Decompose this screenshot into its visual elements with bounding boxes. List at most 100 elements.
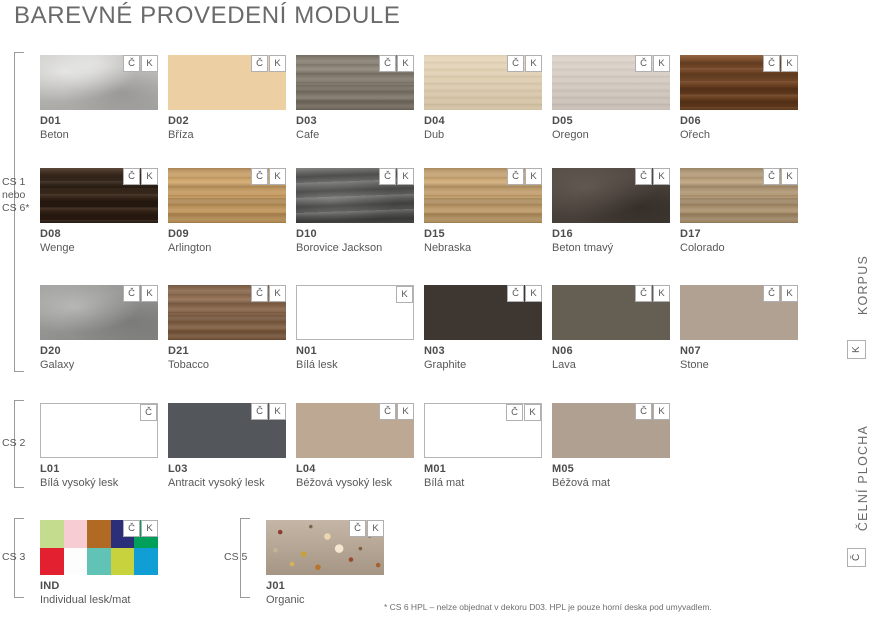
swatch-cell-j01[interactable]: Č K J01 Organic	[266, 520, 384, 606]
swatch-name: Tobacco	[168, 359, 209, 371]
swatch-name: Galaxy	[40, 359, 75, 371]
swatch-name: Antracit vysoký lesk	[168, 477, 265, 489]
swatch-cell-n06[interactable]: Č K N06 Lava	[552, 285, 670, 371]
front-surface-badge: Č	[379, 55, 396, 72]
swatch-code: M01	[424, 463, 446, 475]
front-surface-badge: Č	[349, 520, 366, 537]
swatch-code: D02	[168, 115, 189, 127]
swatch-code: D09	[168, 228, 189, 240]
swatch-code: D10	[296, 228, 317, 240]
swatch-name: Colorado	[680, 242, 725, 254]
swatch-name: Nebraska	[424, 242, 472, 254]
swatch-name: Lava	[552, 359, 576, 371]
swatch-code: J01	[266, 580, 285, 592]
corpus-badge: K	[269, 403, 286, 420]
swatch-cell-d01[interactable]: Č K D01 Beton	[40, 55, 158, 141]
swatch-code: D03	[296, 115, 317, 127]
swatch-cell-d21[interactable]: Č K D21 Tobacco	[168, 285, 286, 371]
front-surface-badge: Č	[763, 285, 780, 302]
corpus-badge: K	[524, 404, 541, 421]
swatch-cell-n03[interactable]: Č K N03 Graphite	[424, 285, 542, 371]
swatch-cell-m01[interactable]: Č K M01 Bílá mat	[424, 403, 542, 489]
swatch-cell-ind[interactable]: Č K IND Individual lesk/mat	[40, 520, 158, 606]
front-surface-badge: Č	[379, 403, 396, 420]
swatch-cell-d02[interactable]: Č K D02 Bříza	[168, 55, 286, 141]
ind-color-cell	[40, 547, 64, 575]
swatch-cell-d15[interactable]: Č K D15 Nebraska	[424, 168, 542, 254]
swatch-code: D21	[168, 345, 189, 357]
legend-front-badge: Č	[847, 548, 866, 567]
ind-color-cell	[63, 520, 88, 548]
swatch-color-l01: Č	[40, 403, 158, 458]
front-surface-badge: Č	[635, 403, 652, 420]
swatch-cell-n01[interactable]: K N01 Bílá lesk	[296, 285, 414, 371]
swatch-name: Organic	[266, 594, 305, 606]
front-surface-badge: Č	[635, 55, 652, 72]
corpus-badge: K	[396, 286, 413, 303]
corpus-badge: K	[367, 520, 384, 537]
group-bracket-cs3	[14, 518, 24, 598]
swatch-name: Ořech	[680, 129, 710, 141]
ind-color-cell	[40, 520, 64, 548]
corpus-badge: K	[781, 55, 798, 72]
swatch-name: Béžová vysoký lesk	[296, 477, 392, 489]
corpus-badge: K	[141, 520, 158, 537]
swatch-code: D20	[40, 345, 61, 357]
front-surface-badge: Č	[507, 285, 524, 302]
ind-color-cell	[134, 547, 158, 575]
swatch-cell-d09[interactable]: Č K D09 Arlington	[168, 168, 286, 254]
swatch-cell-d20[interactable]: Č K D20 Galaxy	[40, 285, 158, 371]
swatch-cell-l01[interactable]: Č L01 Bílá vysoký lesk	[40, 403, 158, 489]
front-surface-badge: Č	[635, 285, 652, 302]
swatch-cell-m05[interactable]: Č K M05 Béžová mat	[552, 403, 670, 489]
swatch-code: L03	[168, 463, 188, 475]
legend-corpus-badge: K	[847, 340, 866, 359]
swatch-name: Stone	[680, 359, 709, 371]
swatch-cell-d17[interactable]: Č K D17 Colorado	[680, 168, 798, 254]
corpus-badge: K	[653, 285, 670, 302]
front-surface-badge: Č	[506, 404, 523, 421]
swatch-cell-d16[interactable]: Č K D16 Beton tmavý	[552, 168, 670, 254]
front-surface-badge: Č	[379, 168, 396, 185]
swatch-cell-l03[interactable]: Č K L03 Antracit vysoký lesk	[168, 403, 286, 489]
front-surface-badge: Č	[507, 55, 524, 72]
front-surface-badge: Č	[123, 168, 140, 185]
corpus-badge: K	[269, 285, 286, 302]
swatch-cell-d03[interactable]: Č K D03 Cafe	[296, 55, 414, 141]
legend-corpus-label: KORPUS	[856, 255, 870, 315]
swatch-code: N07	[680, 345, 701, 357]
swatch-code: N06	[552, 345, 573, 357]
swatch-cell-d05[interactable]: Č K D05 Oregon	[552, 55, 670, 141]
swatch-cell-d06[interactable]: Č K D06 Ořech	[680, 55, 798, 141]
group-label-cs1: CS 1 nebo CS 6*	[2, 176, 30, 214]
corpus-badge: K	[525, 285, 542, 302]
swatch-code: IND	[40, 580, 60, 592]
swatch-cell-d08[interactable]: Č K D08 Wenge	[40, 168, 158, 254]
swatch-cell-n07[interactable]: Č K N07 Stone	[680, 285, 798, 371]
swatch-cell-l04[interactable]: Č K L04 Béžová vysoký lesk	[296, 403, 414, 489]
swatch-cell-d10[interactable]: Č K D10 Borovice Jackson	[296, 168, 414, 254]
corpus-badge: K	[269, 55, 286, 72]
swatch-cell-d04[interactable]: Č K D04 Dub	[424, 55, 542, 141]
swatch-code: N01	[296, 345, 317, 357]
front-surface-badge: Č	[140, 404, 157, 421]
front-surface-badge: Č	[251, 55, 268, 72]
ind-color-cell	[87, 520, 111, 548]
corpus-badge: K	[397, 403, 414, 420]
